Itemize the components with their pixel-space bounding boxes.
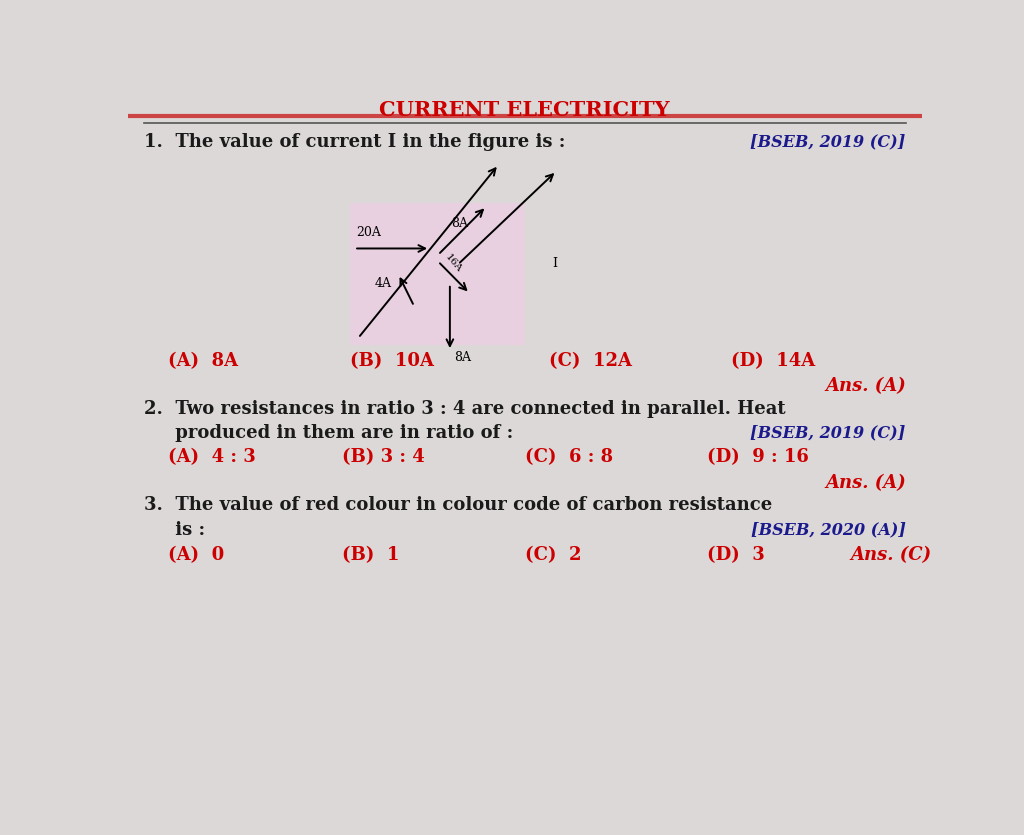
Text: [BSEB, 2019 (C)]: [BSEB, 2019 (C)] [751, 425, 905, 442]
Text: CURRENT ELECTRICITY: CURRENT ELECTRICITY [380, 100, 670, 120]
Text: [BSEB, 2020 (A)]: [BSEB, 2020 (A)] [751, 521, 905, 539]
Text: 8A: 8A [454, 351, 471, 363]
Text: is :: is : [143, 521, 205, 539]
Text: 4A: 4A [375, 277, 391, 290]
Text: 16A: 16A [443, 252, 464, 274]
Text: Ans. (C): Ans. (C) [850, 546, 931, 564]
Text: (C)  6 : 8: (C) 6 : 8 [524, 448, 613, 466]
Text: Ans. (A): Ans. (A) [825, 377, 905, 395]
Text: (B)  1: (B) 1 [342, 546, 399, 564]
Text: (A)  8A: (A) 8A [168, 352, 238, 370]
Text: [BSEB, 2019 (C)]: [BSEB, 2019 (C)] [751, 134, 905, 150]
Text: Ans. (A): Ans. (A) [825, 473, 905, 492]
Text: I: I [553, 256, 558, 270]
Text: produced in them are in ratio of :: produced in them are in ratio of : [143, 424, 513, 443]
Text: 20A: 20A [356, 225, 381, 239]
Text: (B) 3 : 4: (B) 3 : 4 [342, 448, 425, 466]
Text: (D)  14A: (D) 14A [731, 352, 815, 370]
Text: 2.  Two resistances in ratio 3 : 4 are connected in parallel. Heat: 2. Two resistances in ratio 3 : 4 are co… [143, 400, 785, 418]
Text: (B)  10A: (B) 10A [350, 352, 434, 370]
Text: 1.  The value of current I in the figure is :: 1. The value of current I in the figure … [143, 133, 565, 151]
Text: (D)  3: (D) 3 [708, 546, 765, 564]
Text: (A)  0: (A) 0 [168, 546, 224, 564]
Text: 8A: 8A [452, 217, 468, 230]
Bar [350, 203, 524, 345]
Text: (C)  12A: (C) 12A [549, 352, 632, 370]
Text: (D)  9 : 16: (D) 9 : 16 [708, 448, 809, 466]
Text: (C)  2: (C) 2 [524, 546, 582, 564]
Text: (A)  4 : 3: (A) 4 : 3 [168, 448, 255, 466]
Text: 3.  The value of red colour in colour code of carbon resistance: 3. The value of red colour in colour cod… [143, 496, 772, 514]
